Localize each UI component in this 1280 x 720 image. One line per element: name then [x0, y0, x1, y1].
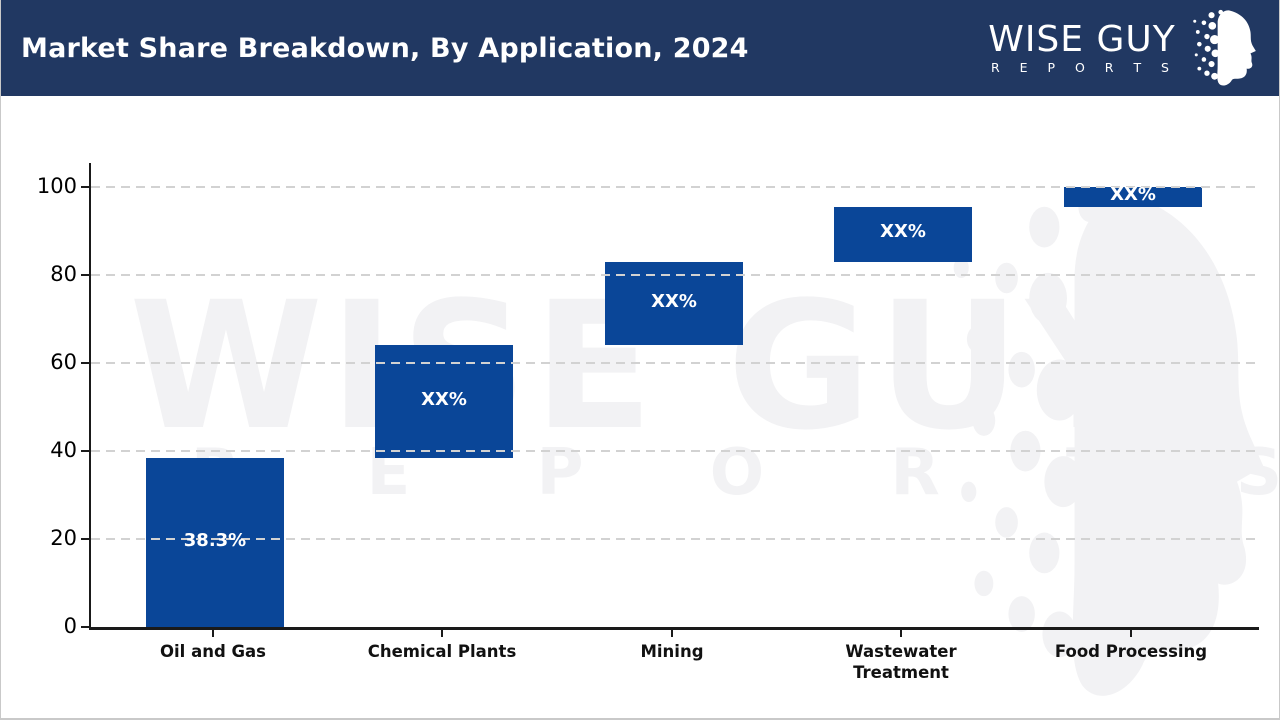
- y-tick-mark: [81, 626, 89, 628]
- bar-oil-and-gas: [146, 458, 284, 627]
- wise-guy-reports-logo: WISE GUY R E P O R T S: [987, 6, 1265, 90]
- gridline: [91, 186, 1259, 188]
- y-tick-label: 0: [63, 614, 77, 638]
- dotted-head-logo-icon: [1193, 9, 1256, 86]
- bar-value-label: 38.3%: [183, 529, 247, 551]
- bar-chemical-plants: [375, 345, 513, 459]
- gridline: [91, 450, 1259, 452]
- logo-subtitle: R E P O R T S: [990, 59, 1177, 75]
- x-tick-mark: [900, 630, 902, 637]
- bar-value-label: XX%: [421, 388, 467, 410]
- y-tick-mark: [81, 274, 89, 276]
- x-category-label: Oil and Gas: [159, 642, 267, 661]
- y-tick-mark: [81, 450, 89, 452]
- y-tick-label: 60: [50, 350, 77, 374]
- x-tick-mark: [212, 630, 214, 637]
- logo-wordmark: WISE GUY: [988, 18, 1176, 60]
- y-tick-label: 20: [50, 526, 77, 550]
- bar-value-label: XX%: [880, 221, 926, 243]
- x-category-label: Mining: [640, 642, 704, 661]
- bar-value-label: XX%: [651, 290, 697, 312]
- y-tick-mark: [81, 362, 89, 364]
- watermark-dotted-head-icon: [953, 191, 1264, 696]
- chart-area: WISE GUY R E P O R T S 38.3% XX% XX% XX% XX%…: [1, 96, 1279, 718]
- gridline: [91, 362, 1259, 364]
- x-tick-mark: [671, 630, 673, 637]
- chart-title: Market Share Breakdown, By Application, …: [21, 32, 749, 64]
- plot-area: 38.3% XX% XX% XX% XX%: [89, 163, 1259, 630]
- y-tick-mark: [81, 186, 89, 188]
- bar-food-processing: [1064, 187, 1202, 207]
- y-tick-label: 80: [50, 262, 77, 286]
- bar-value-label: XX%: [1110, 183, 1156, 205]
- y-tick-mark: [81, 538, 89, 540]
- y-tick-label: 100: [36, 174, 77, 198]
- x-tick-mark: [1130, 630, 1132, 637]
- x-category-label: Food Processing: [1054, 642, 1208, 661]
- x-tick-mark: [441, 630, 443, 637]
- x-category-label: Chemical Plants: [367, 642, 517, 661]
- gridline: [91, 274, 1259, 276]
- logo-text: WISE GUY R E P O R T S: [987, 18, 1177, 75]
- y-tick-label: 40: [50, 438, 77, 462]
- header-bar: Market Share Breakdown, By Application, …: [1, 0, 1279, 96]
- bar-wastewater-treatment: [834, 206, 972, 262]
- x-category-label: Wastewater Treatment: [845, 642, 957, 683]
- gridline: [91, 538, 1259, 540]
